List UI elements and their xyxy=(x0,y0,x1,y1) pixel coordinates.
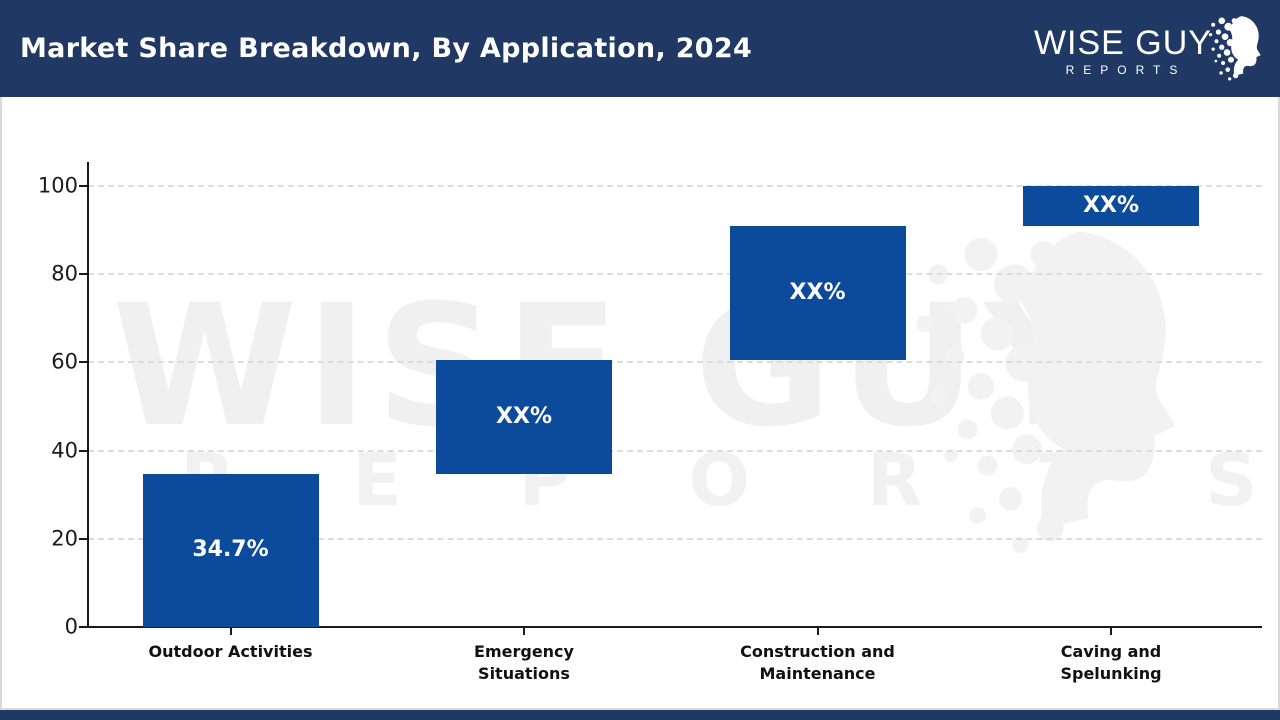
bar-value-label: XX% xyxy=(496,404,552,430)
y-axis-tick-label: 100 xyxy=(37,173,78,198)
bar-segment: XX% xyxy=(1023,186,1199,227)
x-axis-tick xyxy=(816,628,819,635)
y-axis-tick xyxy=(79,273,88,276)
y-axis-tick xyxy=(79,361,88,364)
y-axis-tick-label: 40 xyxy=(51,438,78,463)
y-axis-tick-label: 60 xyxy=(51,349,78,374)
gridline xyxy=(88,273,1262,276)
bar-value-label: 34.7% xyxy=(192,537,269,563)
x-axis-tick xyxy=(229,628,232,635)
x-axis-tick xyxy=(1110,628,1112,635)
x-axis-category-label: Caving and Spelunking xyxy=(1060,642,1162,683)
bar-value-label: XX% xyxy=(1083,193,1139,219)
y-axis-tick xyxy=(79,626,88,628)
chart-title: Market Share Breakdown, By Application, … xyxy=(20,33,753,64)
footer-bar xyxy=(0,710,1280,720)
x-axis-tick xyxy=(523,628,525,635)
brand-logo-head-icon xyxy=(1208,16,1261,81)
y-axis-tick-label: 80 xyxy=(51,261,78,286)
gridline xyxy=(88,185,1262,187)
y-axis-line xyxy=(87,162,89,628)
gridline xyxy=(88,537,1262,540)
y-axis-tick-label: 0 xyxy=(64,614,78,639)
y-axis-tick xyxy=(79,185,88,187)
y-axis-tick-label: 20 xyxy=(51,526,78,551)
x-axis-category-label: Emergency Situations xyxy=(474,642,574,683)
bar-segment: 34.7% xyxy=(142,473,319,627)
bar-value-label: XX% xyxy=(789,280,846,306)
x-axis-category-label: Outdoor Activities xyxy=(148,642,313,661)
x-axis-category-label: Construction and Maintenance xyxy=(740,642,895,683)
brand-logo-name: WISE GUY xyxy=(1033,23,1212,62)
brand-logo-subtitle: REPORTS xyxy=(1065,62,1187,77)
bar-segment: XX% xyxy=(729,226,906,361)
gridline xyxy=(88,361,1262,364)
y-axis-tick xyxy=(79,537,88,540)
y-axis-tick xyxy=(79,449,88,452)
x-axis-line xyxy=(87,626,1262,628)
bar-segment: XX% xyxy=(436,360,612,474)
gridline xyxy=(88,449,1262,452)
brand-logo: WISE GUY REPORTS xyxy=(1034,14,1264,87)
header-bar: Market Share Breakdown, By Application, … xyxy=(0,0,1280,97)
